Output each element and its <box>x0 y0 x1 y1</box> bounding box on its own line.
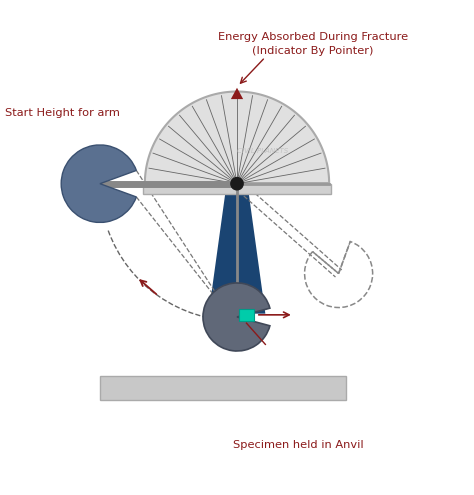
Text: Energy Absorbed During Fracture: Energy Absorbed During Fracture <box>218 32 408 42</box>
Wedge shape <box>203 283 270 351</box>
Text: (Indicator By Pointer): (Indicator By Pointer) <box>252 47 374 56</box>
Polygon shape <box>145 92 329 184</box>
Text: CIVIL PLANETS: CIVIL PLANETS <box>237 148 289 153</box>
Wedge shape <box>61 145 137 222</box>
Polygon shape <box>231 88 243 99</box>
Bar <box>239 309 254 321</box>
Bar <box>143 184 331 194</box>
Bar <box>100 376 346 399</box>
Text: Specimen held in Anvil: Specimen held in Anvil <box>233 440 364 450</box>
Circle shape <box>231 178 243 190</box>
Text: Start Height for arm: Start Height for arm <box>5 108 120 118</box>
Polygon shape <box>209 184 265 314</box>
